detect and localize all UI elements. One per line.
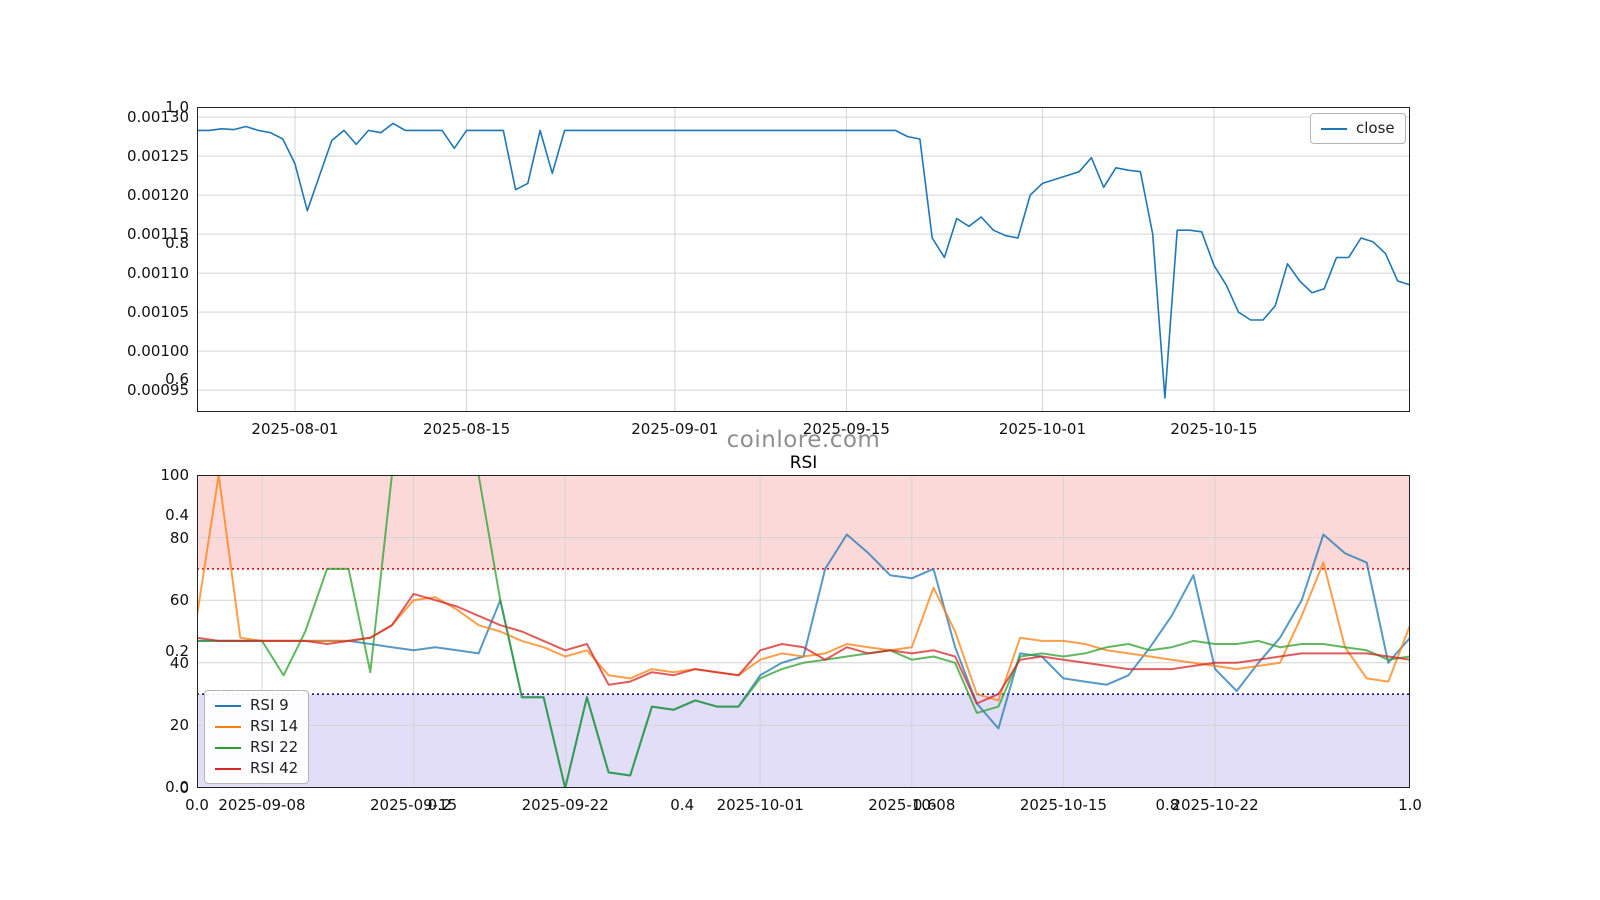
price-x-tick-label: 2025-09-01 [631, 420, 719, 438]
oversold-band [197, 694, 1410, 788]
hidden-axis-y-label: 0.6 [165, 370, 189, 388]
price-y-tick-label: 0.00095 [126, 381, 189, 400]
rsi-x-tick-label: 2025-09-22 [521, 796, 609, 814]
legend-line-sample-icon [215, 746, 241, 749]
rsi-x-tick-label: 2025-10-22 [1171, 796, 1259, 814]
legend-label: close [1356, 119, 1395, 137]
series-close [197, 122, 1410, 399]
price-y-tick-label: 0.00105 [126, 303, 189, 322]
price-chart-plot [197, 107, 1410, 412]
price-x-tick-label: 2025-10-01 [998, 420, 1087, 438]
rsi-y-tick-label: 0 [179, 779, 189, 797]
price-y-tick-label: 0.00100 [126, 342, 189, 361]
rsi-y-tick-label: 40 [169, 653, 189, 672]
hidden-axis-x-label: 1.0 [1398, 796, 1422, 814]
hidden-axis-y-label: 0.4 [165, 506, 189, 524]
price-y-tick-label: 0.00120 [126, 186, 189, 205]
rsi-y-tick-label: 100 [160, 466, 189, 484]
legend-line-sample-icon [215, 767, 241, 770]
hidden-axis-y-label: 1.0 [165, 98, 189, 116]
legend-label: RSI 14 [250, 717, 299, 735]
legend-label: RSI 42 [250, 759, 299, 777]
legend-entry: RSI 14 [215, 716, 298, 737]
legend-entry: RSI 9 [215, 695, 298, 716]
price-x-tick-label: 2025-08-15 [422, 420, 511, 438]
rsi-frame [197, 475, 1410, 788]
price-y-tick-label: 0.00110 [126, 264, 189, 283]
price-y-tick-label: 0.00115 [126, 225, 189, 244]
rsi-x-tick-label: 2025-09-08 [218, 796, 306, 814]
legend-label: RSI 9 [250, 696, 289, 714]
rsi-chart-plot [197, 475, 1410, 788]
legend-line-sample-icon [215, 704, 241, 707]
rsi-x-tick-label: 2025-10-15 [1019, 796, 1108, 814]
rsi-chart-svg [197, 475, 1410, 788]
watermark: coinlore.com [726, 427, 881, 453]
price-legend: close [1310, 113, 1406, 144]
hidden-axis-x-label: 0.0 [185, 796, 209, 814]
legend-entry: RSI 42 [215, 758, 298, 779]
hidden-axis-x-label: 0.2 [427, 796, 452, 814]
rsi-legend: RSI 9 RSI 14 RSI 22 RSI 42 [204, 690, 310, 784]
legend-line-sample-icon [1321, 127, 1347, 130]
rsi-x-tick-label: 2025-10-01 [716, 796, 804, 814]
legend-line-sample-icon [215, 725, 241, 728]
hidden-axis-x-label: 0.6 [912, 796, 937, 814]
series-rsi-42 [197, 592, 1410, 705]
price-x-tick-label: 2025-10-15 [1170, 420, 1258, 438]
hidden-axis-y-label: 0.8 [165, 234, 189, 252]
price-y-tick-label: 0.00125 [126, 147, 189, 166]
hidden-axis-x-label: 0.4 [670, 796, 695, 814]
price-y-tick-label: 0.00130 [126, 108, 189, 127]
rsi-y-tick-label: 20 [169, 716, 189, 735]
rsi-chart-title: RSI [789, 453, 818, 473]
series-rsi-22 [197, 475, 1410, 788]
price-chart-svg [197, 107, 1410, 412]
rsi-x-tick-label: 2025-09-15 [370, 796, 458, 814]
legend-label: RSI 22 [250, 738, 299, 756]
price-x-tick-label: 2025-08-01 [251, 420, 339, 438]
legend-entry: RSI 22 [215, 737, 298, 758]
price-x-tick-label: 2025-09-15 [802, 420, 890, 438]
series-rsi-14 [197, 475, 1410, 702]
rsi-y-tick-label: 60 [169, 591, 189, 610]
rsi-x-tick-label: 2025-10-08 [868, 796, 956, 814]
rsi-y-tick-label: 80 [169, 528, 189, 547]
hidden-axis-x-label: 0.8 [1155, 796, 1180, 814]
overbought-band [197, 475, 1410, 569]
hidden-axis-y-label: 0.0 [165, 778, 189, 796]
legend-entry: close [1321, 118, 1395, 139]
price-frame [197, 107, 1410, 412]
hidden-axis-y-label: 0.2 [165, 642, 189, 660]
